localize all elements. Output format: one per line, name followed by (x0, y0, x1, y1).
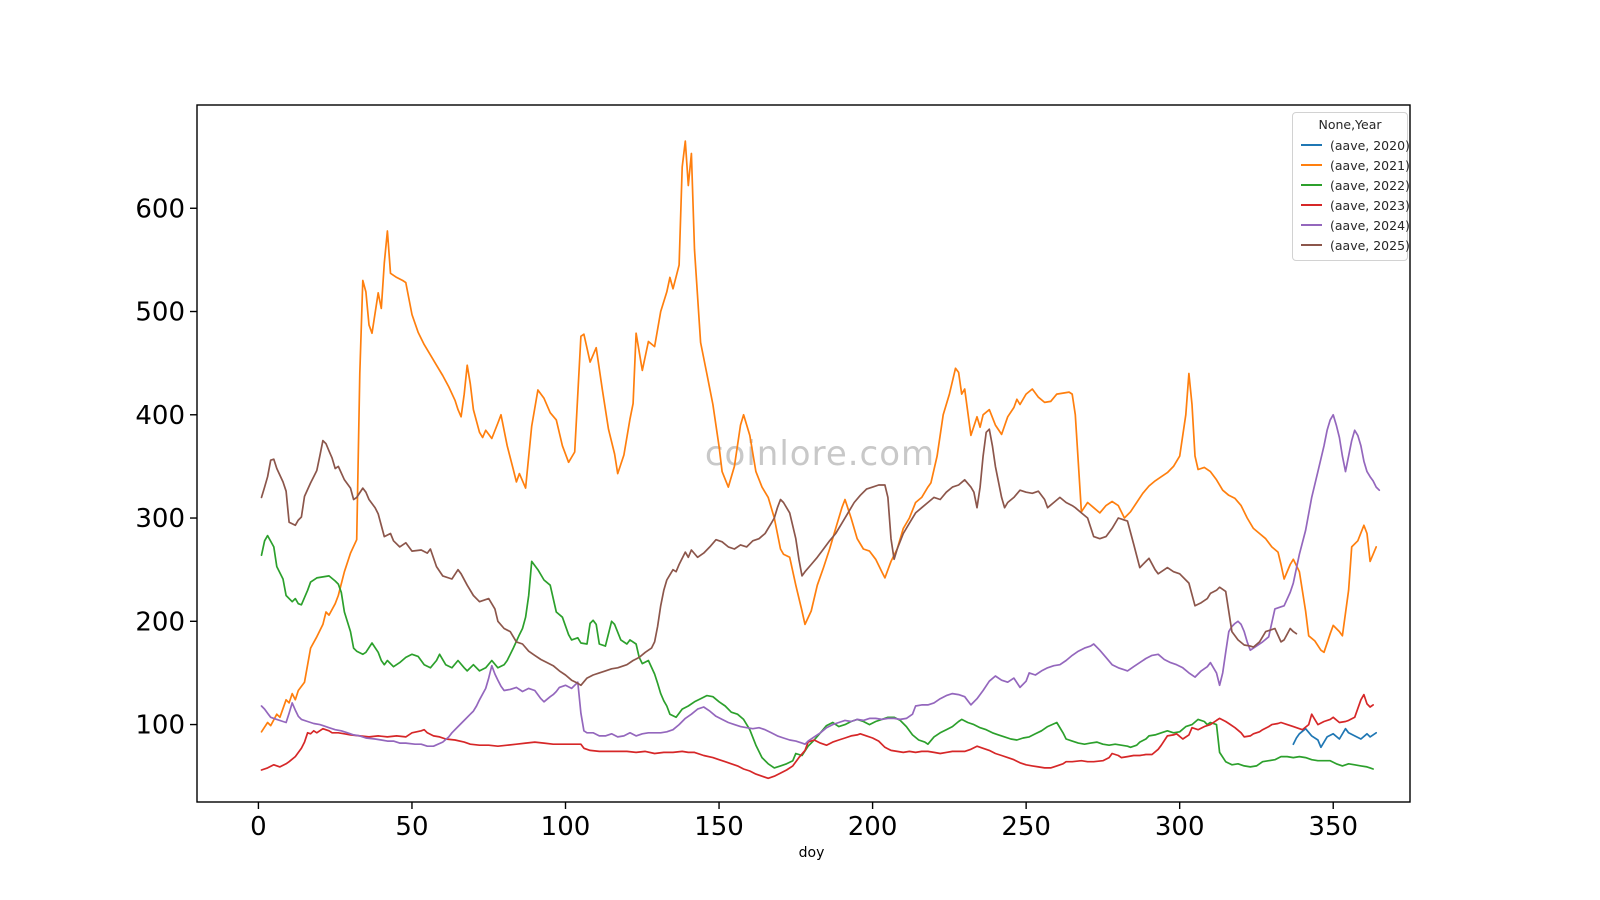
series-line-aave-2022 (260, 534, 1374, 770)
legend-items: (aave, 2020) (aave, 2021) (aave, 2022) (aav… (1301, 135, 1410, 255)
legend-swatch-line-2020 (1301, 144, 1322, 146)
x-tick-label: 300 (1155, 812, 1205, 842)
legend-swatch-line-2021 (1301, 164, 1322, 166)
x-tick-label: 150 (694, 812, 744, 842)
series-line-aave-2025 (260, 428, 1298, 687)
legend-label-2022: (aave, 2022) (1330, 177, 1410, 193)
axes-frame (196, 104, 1411, 803)
series-line-aave-2020 (1292, 727, 1378, 749)
y-tick-label: 100 (135, 711, 185, 741)
x-tick-label: 250 (1001, 812, 1051, 842)
x-tick-label: 200 (848, 812, 898, 842)
legend-swatch-line-2023 (1301, 204, 1322, 206)
x-tick-label: 0 (250, 812, 267, 842)
series-line-aave-2023 (260, 693, 1374, 780)
legend-box: None,Year (aave, 2020) (aave, 2021) (aave,… (1292, 112, 1410, 261)
legend-label-2025: (aave, 2025) (1330, 237, 1410, 253)
legend-label-2023: (aave, 2023) (1330, 197, 1410, 213)
legend-item-aave-2025: (aave, 2025) (1301, 235, 1410, 255)
y-tick-label: 600 (135, 194, 185, 224)
y-tick-label: 300 (135, 504, 185, 534)
series-line-aave-2024 (260, 413, 1381, 748)
legend-item-aave-2024: (aave, 2024) (1301, 215, 1410, 235)
watermark: coinlore.com (705, 434, 935, 474)
legend-swatch-line-2022 (1301, 184, 1322, 186)
x-axis-label: doy (799, 845, 825, 861)
legend-label-2021: (aave, 2021) (1330, 157, 1410, 173)
legend-label-2024: (aave, 2024) (1330, 217, 1410, 233)
x-tick-label: 100 (541, 812, 591, 842)
legend-item-aave-2021: (aave, 2021) (1301, 155, 1410, 175)
legend-item-aave-2022: (aave, 2022) (1301, 175, 1410, 195)
x-tick-label: 350 (1308, 812, 1358, 842)
legend-swatch-line-2025 (1301, 244, 1322, 246)
y-tick-label: 500 (135, 298, 185, 328)
legend-label-2020: (aave, 2020) (1330, 137, 1410, 153)
series-line-aave-2021 (260, 140, 1378, 733)
legend-title: None,Year (1318, 117, 1382, 132)
legend-item-aave-2023: (aave, 2023) (1301, 195, 1410, 215)
legend-swatch-line-2024 (1301, 224, 1322, 226)
y-tick-label: 200 (135, 607, 185, 637)
x-tick-label: 50 (395, 812, 428, 842)
legend-item-aave-2020: (aave, 2020) (1301, 135, 1410, 155)
y-tick-label: 400 (135, 401, 185, 431)
